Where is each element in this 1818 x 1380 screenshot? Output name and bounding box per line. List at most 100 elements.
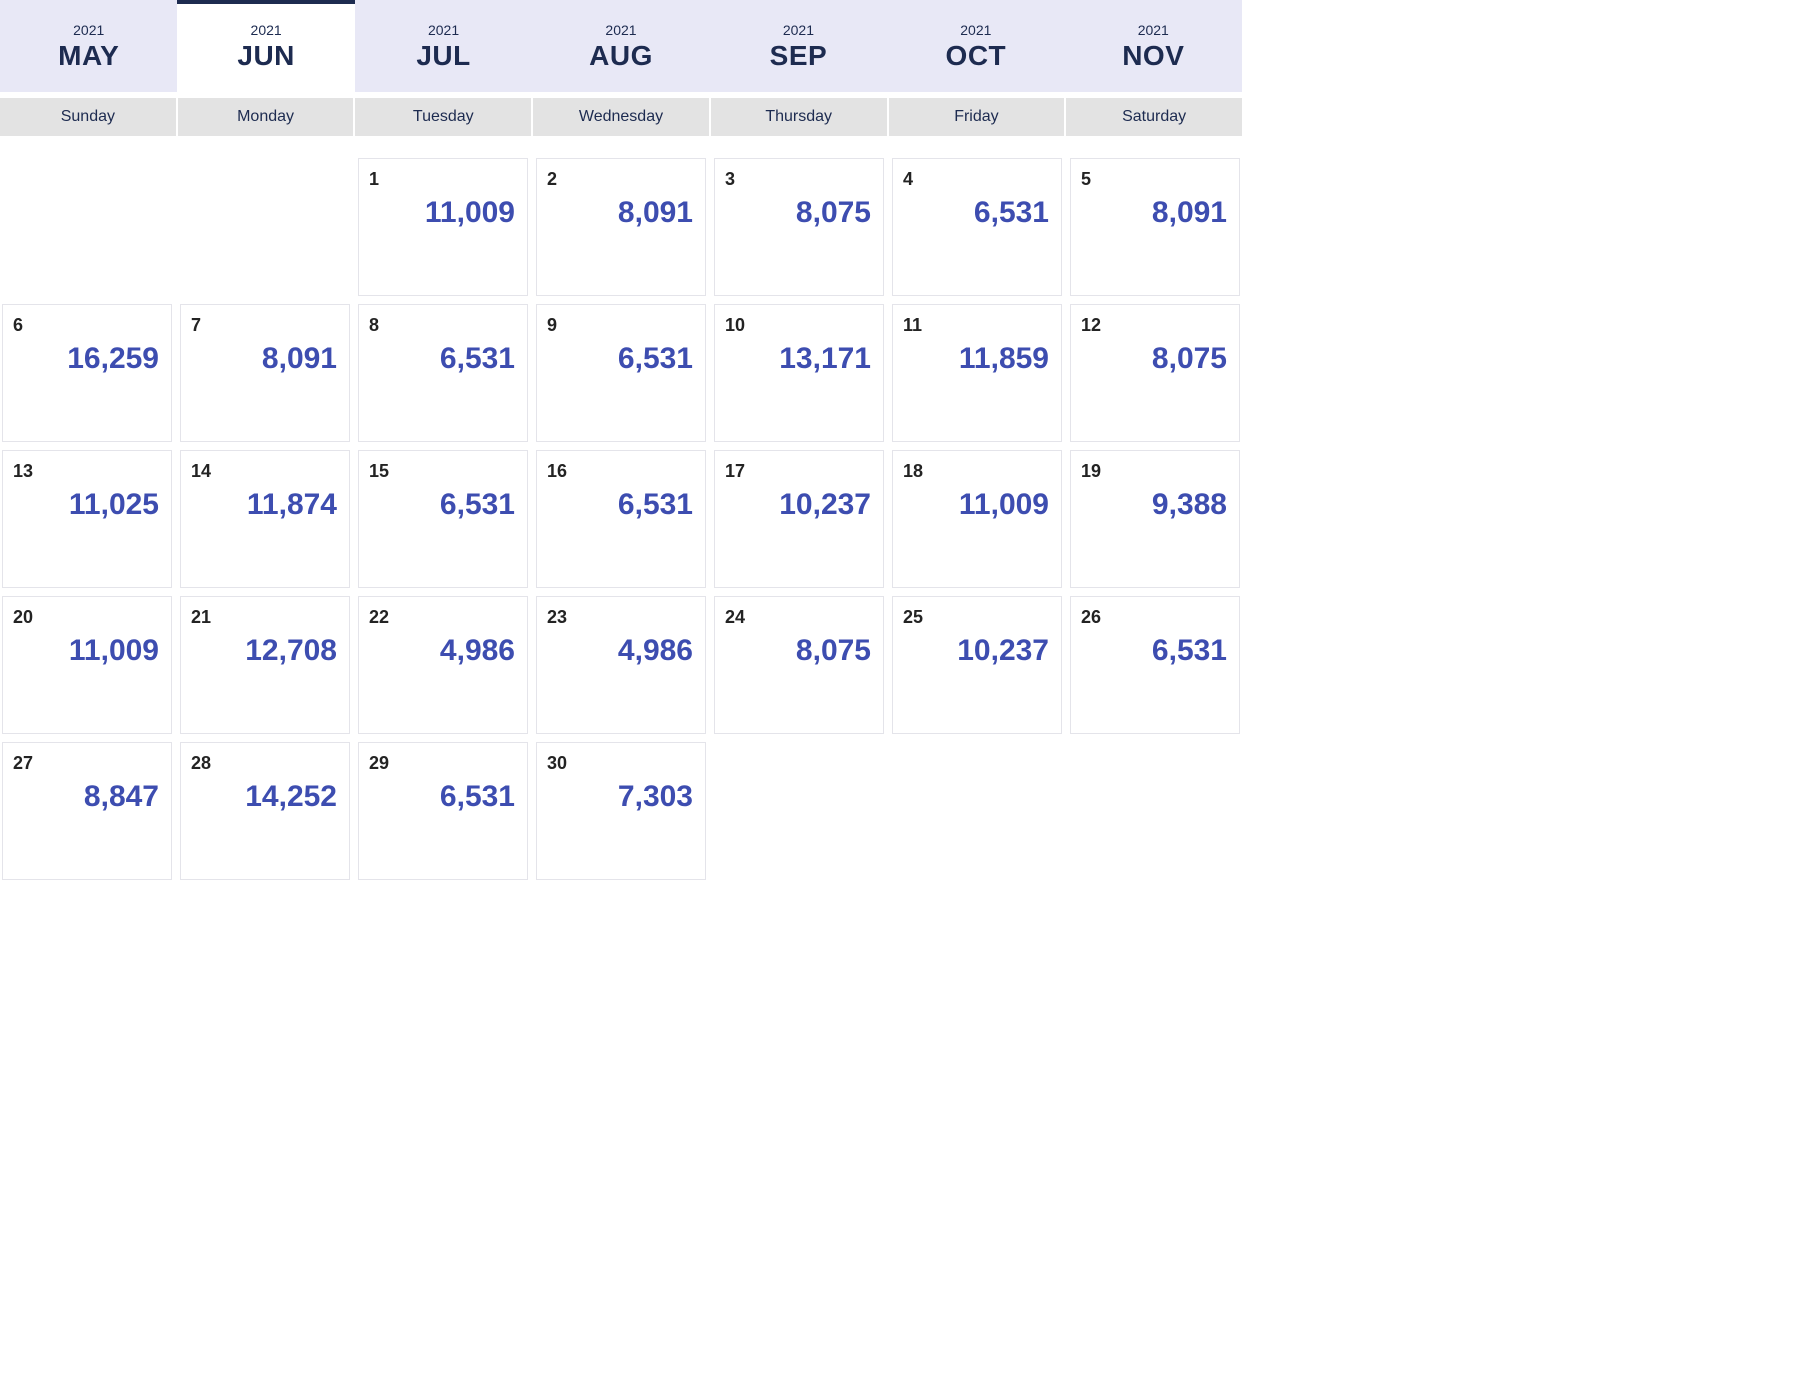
weekday-header: Friday <box>889 98 1065 136</box>
month-tab-may[interactable]: 2021 MAY <box>0 0 177 92</box>
calendar-day-value: 13,171 <box>725 342 875 376</box>
calendar-day-number: 29 <box>369 753 519 774</box>
calendar-day-value: 12,708 <box>191 634 341 668</box>
month-tab-label: JUL <box>355 40 532 72</box>
weekday-header: Monday <box>178 98 354 136</box>
month-tab-aug[interactable]: 2021 AUG <box>532 0 709 92</box>
calendar-day-number: 26 <box>1081 607 1231 628</box>
calendar-day-value: 10,237 <box>903 634 1053 668</box>
calendar-day-number: 19 <box>1081 461 1231 482</box>
calendar-day-number: 25 <box>903 607 1053 628</box>
calendar-day-value: 8,091 <box>547 196 697 230</box>
calendar-day-number: 3 <box>725 169 875 190</box>
calendar-day-value: 8,847 <box>13 780 163 814</box>
calendar-day-number: 7 <box>191 315 341 336</box>
calendar-day-value: 6,531 <box>903 196 1053 230</box>
calendar-cell[interactable]: 26 6,531 <box>1070 596 1240 734</box>
calendar-cell[interactable]: 128,075 <box>1070 304 1240 442</box>
calendar-cell[interactable]: 46,531 <box>892 158 1062 296</box>
calendar-cell[interactable]: 3 8,075 <box>714 158 884 296</box>
calendar-grid: 111,00928,09138,07546,53158,091616,25978… <box>0 158 1242 880</box>
calendar-cell[interactable]: 86,531 <box>358 304 528 442</box>
calendar-cell[interactable]: 234,986 <box>536 596 706 734</box>
calendar-cell[interactable]: 156,531 <box>358 450 528 588</box>
calendar-cell[interactable]: 2 8,091 <box>536 158 706 296</box>
month-tab-year: 2021 <box>0 22 177 38</box>
month-tab-label: SEP <box>710 40 887 72</box>
calendar-day-number: 17 <box>725 461 875 482</box>
calendar-day-number: 16 <box>547 461 697 482</box>
calendar-day-value: 11,009 <box>903 488 1053 522</box>
weekday-header-row: SundayMondayTuesdayWednesdayThursdayFrid… <box>0 98 1242 136</box>
calendar-cell[interactable]: 25 10,237 <box>892 596 1062 734</box>
calendar-day-value: 8,091 <box>191 342 341 376</box>
month-tab-sep[interactable]: 2021SEP <box>710 0 887 92</box>
calendar-cell[interactable]: 10 13,171 <box>714 304 884 442</box>
calendar-cell[interactable]: 18 11,009 <box>892 450 1062 588</box>
calendar-cell[interactable]: 19 9,388 <box>1070 450 1240 588</box>
calendar-cell[interactable]: 7 8,091 <box>180 304 350 442</box>
month-tab-oct[interactable]: 2021OCT <box>887 0 1064 92</box>
calendar-day-number: 14 <box>191 461 341 482</box>
calendar-cell[interactable]: 307,303 <box>536 742 706 880</box>
calendar-day-number: 22 <box>369 607 519 628</box>
calendar-cell[interactable]: 2011,009 <box>2 596 172 734</box>
calendar-cell[interactable]: 24 8,075 <box>714 596 884 734</box>
calendar-day-number: 11 <box>903 315 1053 336</box>
calendar-cell-empty <box>180 158 350 296</box>
calendar-day-value: 6,531 <box>547 342 697 376</box>
month-tab-year: 2021 <box>532 22 709 38</box>
calendar-day-number: 9 <box>547 315 697 336</box>
calendar-cell[interactable]: 6 16,259 <box>2 304 172 442</box>
calendar-day-number: 10 <box>725 315 875 336</box>
calendar-day-value: 6,531 <box>1081 634 1231 668</box>
calendar-cell[interactable]: 27 8,847 <box>2 742 172 880</box>
calendar-cell[interactable]: 22 4,986 <box>358 596 528 734</box>
calendar-cell[interactable]: 16 6,531 <box>536 450 706 588</box>
calendar-cell[interactable]: 58,091 <box>1070 158 1240 296</box>
weekday-header: Thursday <box>711 98 887 136</box>
calendar-day-number: 28 <box>191 753 341 774</box>
month-tab-label: OCT <box>887 40 1064 72</box>
calendar-day-number: 27 <box>13 753 163 774</box>
calendar-cell[interactable]: 1411,874 <box>180 450 350 588</box>
calendar-cell[interactable]: 296,531 <box>358 742 528 880</box>
calendar-cell[interactable]: 1311,025 <box>2 450 172 588</box>
month-tab-year: 2021 <box>177 22 354 38</box>
calendar-day-value: 8,075 <box>725 196 875 230</box>
month-tab-label: AUG <box>532 40 709 72</box>
calendar-day-number: 18 <box>903 461 1053 482</box>
calendar-cell[interactable]: 111,009 <box>358 158 528 296</box>
calendar-cell[interactable]: 1111,859 <box>892 304 1062 442</box>
calendar-day-number: 6 <box>13 315 163 336</box>
month-tab-label: MAY <box>0 40 177 72</box>
calendar-day-value: 8,075 <box>1081 342 1231 376</box>
calendar-cell-empty <box>2 158 172 296</box>
calendar-day-value: 11,025 <box>13 488 163 522</box>
calendar-cell[interactable]: 9 6,531 <box>536 304 706 442</box>
month-tab-jun[interactable]: 2021JUN <box>177 0 354 92</box>
calendar-cell[interactable]: 2112,708 <box>180 596 350 734</box>
calendar-day-number: 23 <box>547 607 697 628</box>
calendar-day-value: 6,531 <box>369 342 519 376</box>
month-tab-nov[interactable]: 2021NOV <box>1065 0 1242 92</box>
calendar-day-number: 30 <box>547 753 697 774</box>
calendar-day-number: 2 <box>547 169 697 190</box>
calendar-day-number: 20 <box>13 607 163 628</box>
calendar-day-value: 6,531 <box>547 488 697 522</box>
calendar-day-value: 6,531 <box>369 488 519 522</box>
calendar-day-number: 24 <box>725 607 875 628</box>
weekday-header: Sunday <box>0 98 176 136</box>
weekday-header: Tuesday <box>355 98 531 136</box>
calendar-cell[interactable]: 1710,237 <box>714 450 884 588</box>
calendar-day-number: 5 <box>1081 169 1231 190</box>
calendar-day-value: 4,986 <box>369 634 519 668</box>
calendar-day-value: 16,259 <box>13 342 163 376</box>
calendar-cell[interactable]: 2814,252 <box>180 742 350 880</box>
month-tab-label: NOV <box>1065 40 1242 72</box>
calendar-day-value: 9,388 <box>1081 488 1231 522</box>
month-tab-jul[interactable]: 2021JUL <box>355 0 532 92</box>
month-tabs: 2021MAY2021JUN2021JUL2021AUG2021SEP2021O… <box>0 0 1242 92</box>
weekday-header: Wednesday <box>533 98 709 136</box>
calendar-day-value: 8,075 <box>725 634 875 668</box>
